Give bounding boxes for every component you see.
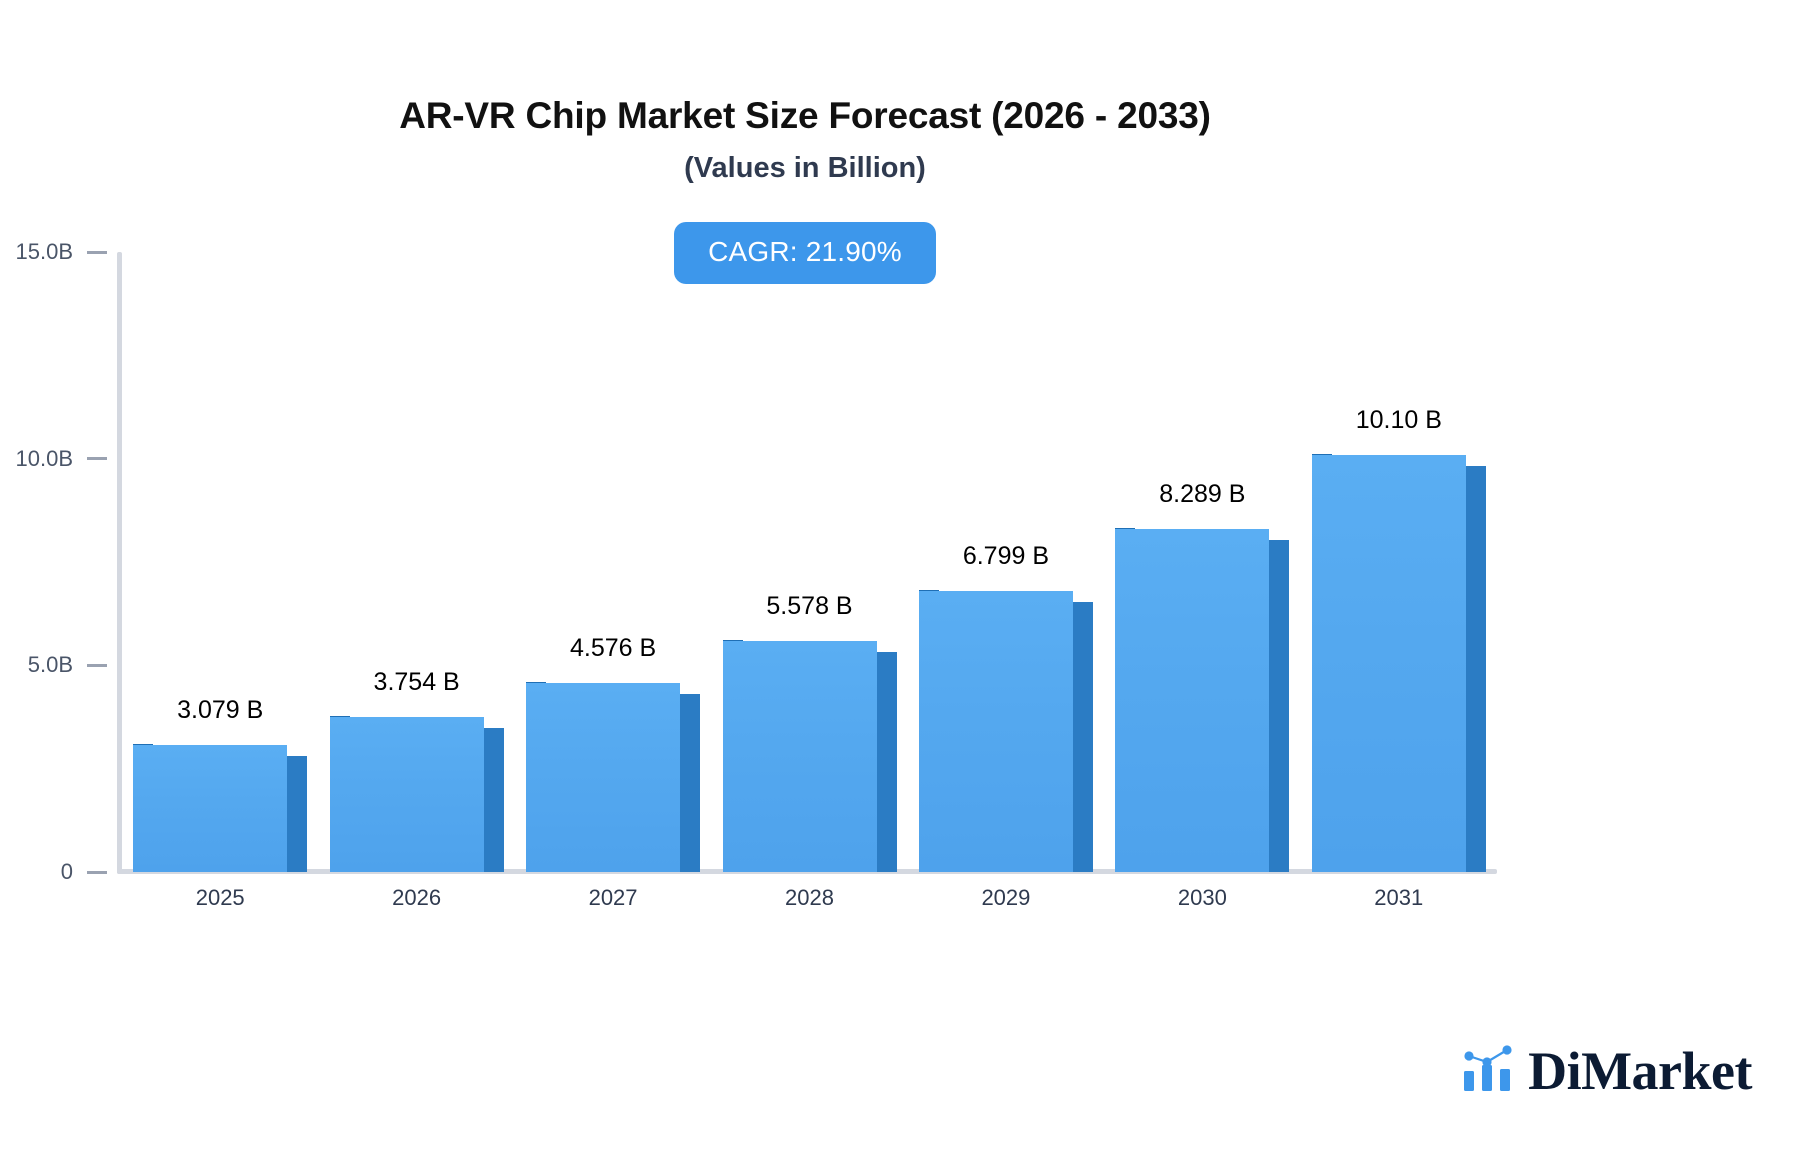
bar-2026[interactable]: 3.754 B: [329, 252, 504, 872]
bar-front-face: [133, 744, 288, 872]
dimarket-logo: DiMarket: [1462, 1043, 1752, 1098]
y-axis-line: [117, 252, 122, 874]
y-axis-tick-labels: 15.0B 10.0B 5.0B 0: [0, 0, 117, 1156]
y-axis-tick-mark: [87, 250, 107, 254]
y-axis-tick-label: 0: [60, 859, 73, 884]
bar-front-face: [1311, 454, 1466, 872]
y-axis-tick-mark: [87, 870, 107, 874]
x-axis-label-2028: 2028: [785, 885, 834, 910]
y-axis-tick-label: 10.0B: [15, 445, 74, 471]
bar-front-face: [918, 590, 1073, 872]
bar-value-label: 3.754 B: [373, 667, 460, 696]
x-axis-label-2031: 2031: [1374, 885, 1424, 910]
chart-subtitle: (Values in Billion): [684, 151, 926, 184]
cagr-badge-container: CAGR: 21.90%: [0, 222, 1610, 284]
y-axis-tick-mark: [87, 457, 107, 461]
bar-2031[interactable]: 10.10 B: [1311, 252, 1486, 872]
bar-front-face: [1115, 529, 1270, 872]
bar-front-face: [722, 641, 877, 872]
x-axis-label-2027: 2027: [588, 885, 638, 910]
bar-value-label: 4.576 B: [569, 633, 657, 662]
bar-value-label: 10.10 B: [1355, 405, 1442, 434]
y-axis-tick: 15.0B: [15, 239, 118, 264]
bar-2025[interactable]: 3.079 B: [133, 252, 308, 872]
bar-2027[interactable]: 4.576 B: [526, 252, 701, 872]
bar-value-label: 5.578 B: [766, 592, 853, 621]
y-axis-tick: 10.0B: [15, 445, 118, 471]
x-axis-label-2025: 2025: [195, 885, 245, 910]
bar-2030[interactable]: 8.289 B: [1115, 252, 1290, 872]
chart-header: AR-VR Chip Market Size Forecast (2026 - …: [0, 95, 1610, 185]
bar-side-face: [876, 652, 897, 872]
bar-chart-icon: [1462, 1043, 1514, 1098]
bar-side-face: [1269, 540, 1290, 872]
bar-front-face: [329, 716, 484, 872]
bar-2028[interactable]: 5.578 B: [722, 252, 897, 872]
bars-layer: 3.079 B 3.754 B 4.576 B 5.578 B 6.799 B 8.289…: [122, 252, 1497, 872]
bar-value-label: 8.289 B: [1159, 480, 1246, 509]
bar-value-label: 6.799 B: [962, 541, 1050, 570]
bar-side-face: [1465, 465, 1486, 872]
cagr-badge: CAGR: 21.90%: [674, 222, 936, 284]
y-axis-tick-label: 5.0B: [27, 652, 73, 678]
chart-title: AR-VR Chip Market Size Forecast (2026 - …: [399, 95, 1211, 136]
y-axis-tick-label: 15.0B: [15, 239, 74, 264]
bar-side-face: [483, 727, 504, 872]
bar-value-label: 3.079 B: [177, 695, 264, 724]
bar-front-face: [526, 682, 681, 872]
y-axis-tick: 5.0B: [27, 652, 117, 678]
x-axis-label-2026: 2026: [392, 885, 442, 910]
y-axis-tick: 0: [60, 859, 117, 884]
bar-side-face: [287, 755, 308, 872]
bar-side-face: [680, 693, 701, 872]
x-axis-label-2029: 2029: [981, 885, 1031, 910]
x-axis-label-2030: 2030: [1177, 885, 1227, 910]
logo-text: DiMarket: [1528, 1040, 1752, 1101]
bar-side-face: [1072, 601, 1093, 872]
x-axis-tick-labels: 2025 2026 2027 2028 2029 2030 2031: [122, 885, 1497, 925]
bar-2029[interactable]: 6.799 B: [918, 252, 1093, 872]
y-axis-tick-mark: [87, 663, 107, 667]
